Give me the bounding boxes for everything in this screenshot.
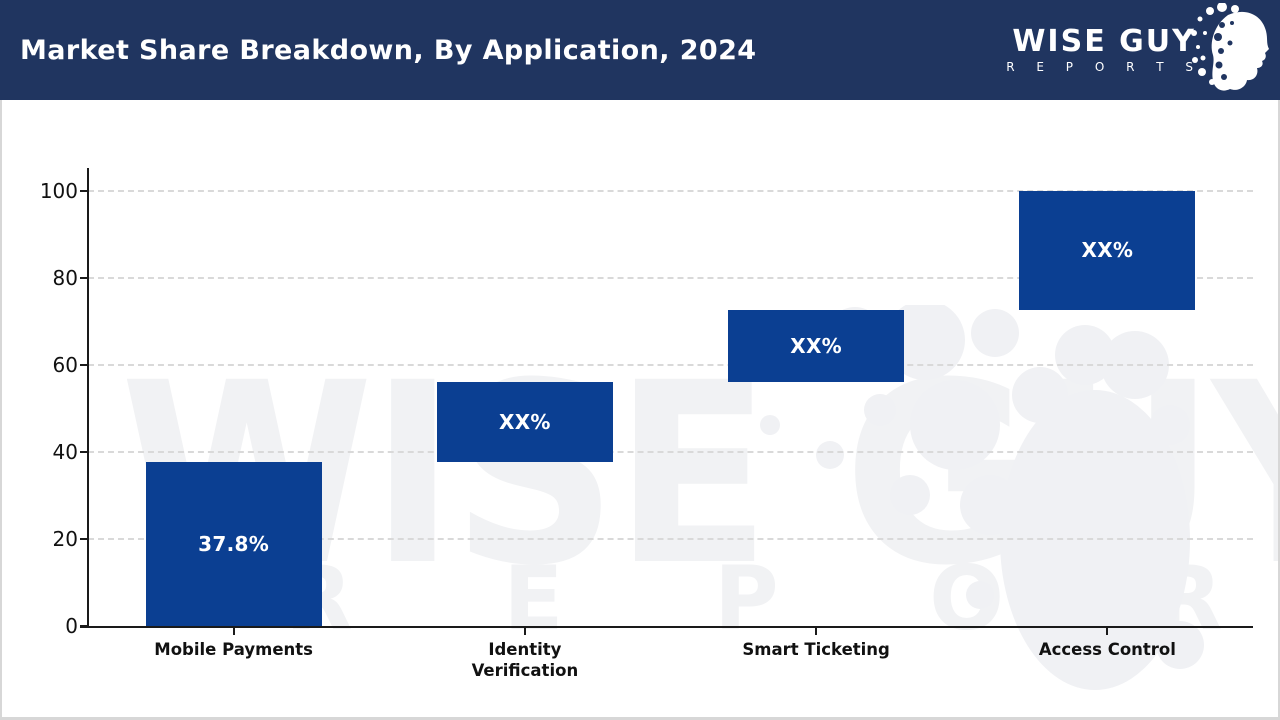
logo-subtext: R E P O R T S xyxy=(1006,60,1202,74)
y-tick-label-100: 100 xyxy=(39,179,78,203)
bar-segment-2: XX% xyxy=(436,381,613,462)
gridline-20 xyxy=(88,538,1253,540)
bar-segment-3: XX% xyxy=(728,309,905,382)
y-tick-mark-20 xyxy=(80,538,88,540)
logo-face-icon xyxy=(1191,3,1269,91)
category-label-4: Access Control xyxy=(1038,640,1176,659)
y-tick-label-40: 40 xyxy=(52,440,78,464)
frame-bottom-edge xyxy=(0,717,1280,720)
y-tick-mark-60 xyxy=(80,364,88,366)
watermark-face-dots xyxy=(760,305,1204,690)
y-tick-label-60: 60 xyxy=(52,353,78,377)
bar-value-label-4: XX% xyxy=(1081,238,1134,263)
y-tick-mark-80 xyxy=(80,277,88,279)
category-label-3: Smart Ticketing xyxy=(742,640,890,659)
y-tick-mark-100 xyxy=(80,190,88,192)
x-axis-line xyxy=(80,626,1253,628)
logo-wordmark: WISE GUY xyxy=(1012,24,1196,59)
gridline-40 xyxy=(88,451,1253,453)
y-tick-label-0: 0 xyxy=(65,614,78,638)
x-tick-mark-4 xyxy=(1106,628,1109,635)
x-tick-mark-1 xyxy=(232,628,235,635)
gridline-80 xyxy=(88,277,1253,279)
logo-wordmark-block: WISE GUY R E P O R T S xyxy=(1006,24,1202,74)
category-label-1: Mobile Payments xyxy=(154,640,313,659)
x-tick-mark-3 xyxy=(815,628,818,635)
chart-area: WISE GUY R E P O R T S xyxy=(0,100,1280,720)
category-label-2: Identity Verification xyxy=(471,640,579,680)
frame-right-edge xyxy=(1278,100,1280,720)
y-tick-label-80: 80 xyxy=(52,266,78,290)
gridline-100 xyxy=(88,190,1253,192)
y-tick-mark-40 xyxy=(80,451,88,453)
bar-value-label-3: XX% xyxy=(790,333,843,358)
gridline-60 xyxy=(88,364,1253,366)
frame-left-edge xyxy=(0,100,2,720)
bar-segment-4: XX% xyxy=(1019,191,1196,310)
bar-value-label-2: XX% xyxy=(498,409,551,434)
wiseguy-logo: WISE GUY R E P O R T S xyxy=(1006,3,1274,97)
y-tick-label-20: 20 xyxy=(52,527,78,551)
header-bar: Market Share Breakdown, By Application, … xyxy=(0,0,1280,100)
page-title: Market Share Breakdown, By Application, … xyxy=(20,34,757,66)
bar-value-label-1: 37.8% xyxy=(198,531,270,556)
bar-segment-1: 37.8% xyxy=(145,461,322,626)
y-axis-line xyxy=(87,168,89,628)
x-tick-mark-2 xyxy=(523,628,526,635)
